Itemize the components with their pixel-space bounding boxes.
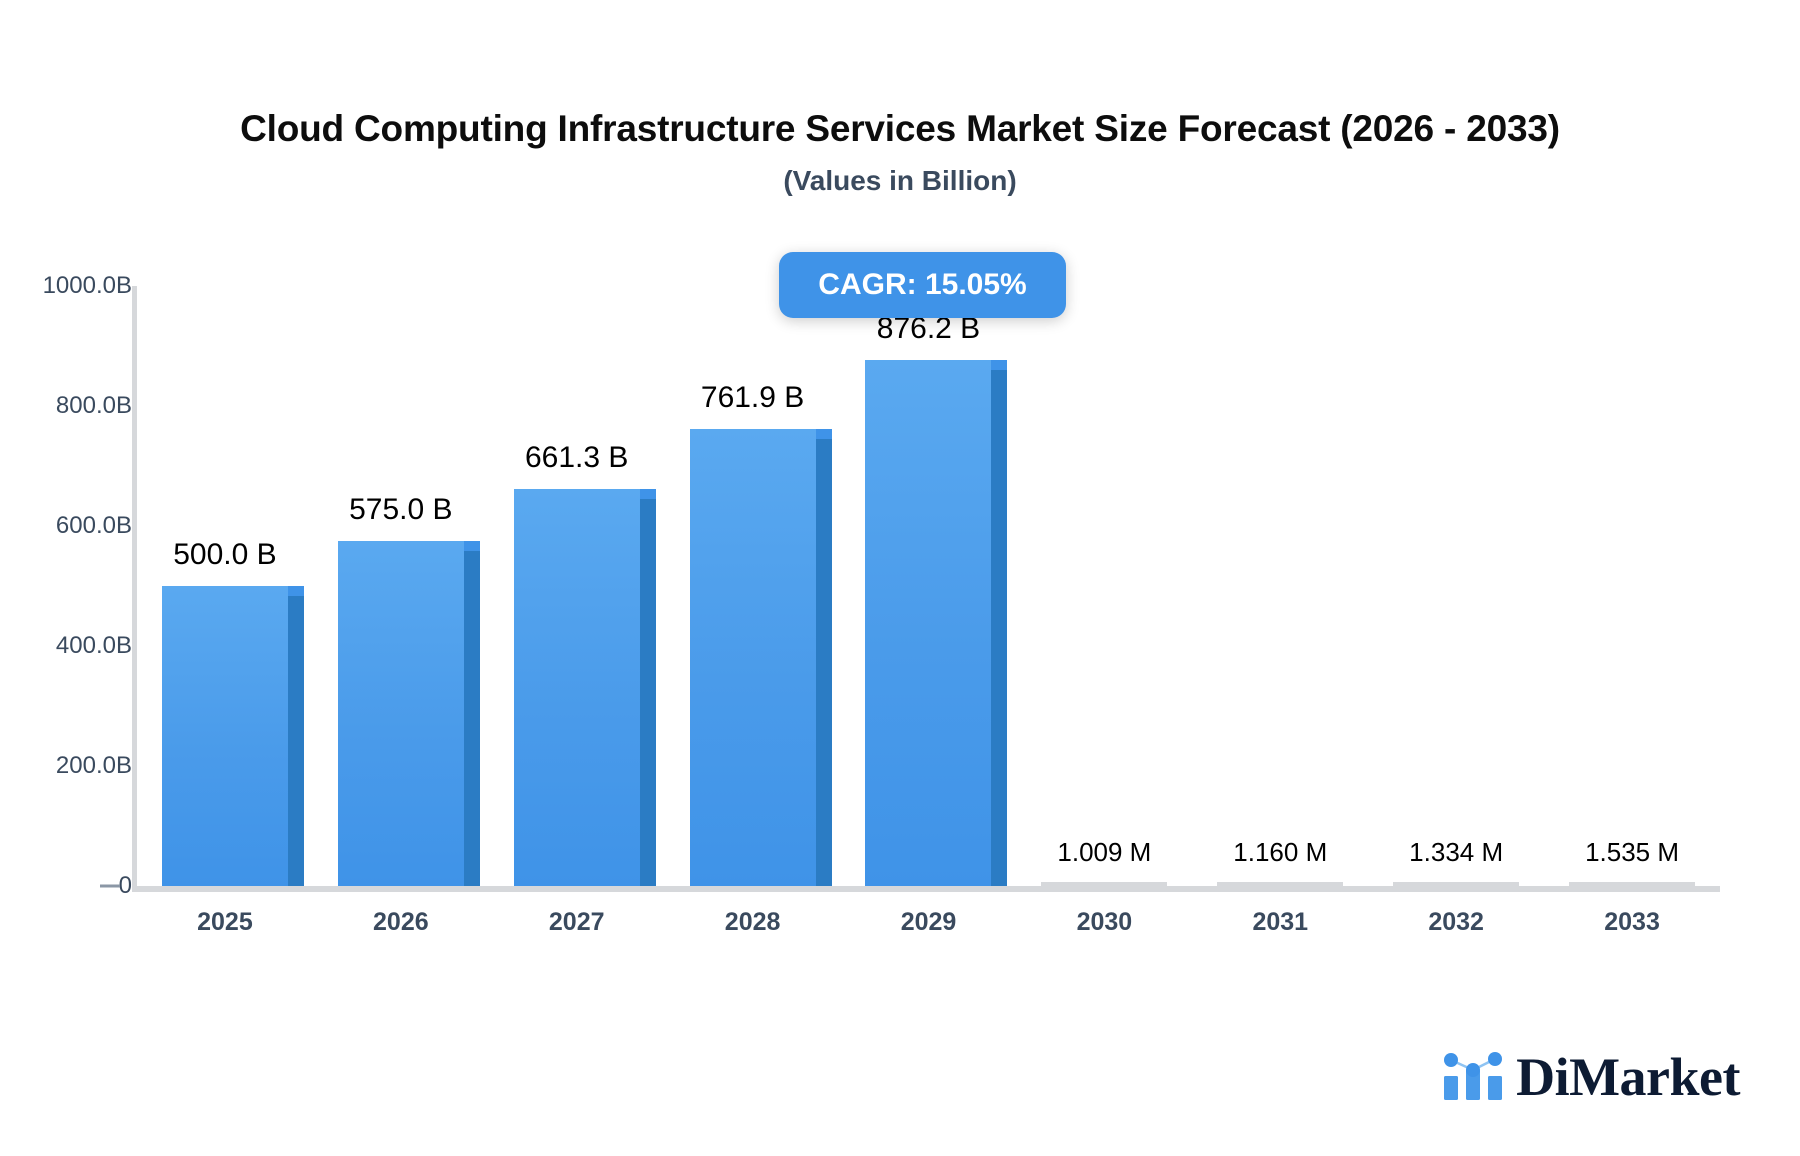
bar-front-face	[1041, 882, 1168, 886]
x-axis-tick-label: 2031	[1252, 908, 1309, 936]
y-axis-tick-label: 200.0B	[55, 752, 132, 779]
bar-slot: 661.3 B	[489, 286, 665, 886]
bar-front-face	[337, 541, 464, 886]
bar[interactable]	[865, 360, 1008, 886]
bar-top-face	[815, 428, 832, 439]
bar-top-face	[991, 360, 1008, 371]
bar-value-label: 500.0 B	[173, 538, 277, 571]
bar-slot: 1.009 M	[1016, 286, 1192, 886]
bar[interactable]	[1569, 882, 1696, 886]
x-axis-tick-label: 2026	[373, 908, 429, 936]
chart-title: Cloud Computing Infrastructure Services …	[240, 108, 1560, 149]
bar-side-face	[991, 370, 1008, 886]
bar-top-face	[463, 541, 480, 551]
bar-front-face	[513, 489, 640, 886]
plot-area: 1000.0B 800.0B 600.0B 400.0B 200.0B 0 500.0 B…	[43, 272, 1720, 899]
bar[interactable]	[689, 428, 832, 886]
bar-top-face	[639, 489, 656, 500]
bar-slot: 876.2 B	[841, 286, 1017, 886]
brand-logo: DiMarket	[1442, 1046, 1740, 1108]
bar-slot: 1.535 M	[1544, 286, 1720, 886]
bar-value-label: 761.9 B	[700, 380, 805, 414]
bar-front-face	[1393, 882, 1520, 886]
x-axis-tick-label: 2029	[900, 908, 957, 936]
y-axis-tick-label: 800.0B	[55, 392, 132, 419]
bar[interactable]	[1393, 882, 1520, 886]
bar[interactable]	[1217, 882, 1344, 886]
x-axis-line	[132, 886, 1720, 892]
bar-front-face	[1569, 882, 1696, 886]
bar[interactable]	[513, 489, 656, 886]
bar-value-label: 661.3 B	[524, 441, 629, 475]
bar-value-label: 1.160 M	[1233, 837, 1328, 867]
bar[interactable]	[161, 586, 304, 886]
x-axis-tick-label: 2028	[724, 908, 781, 936]
y-axis-tick-label: 600.0B	[55, 512, 132, 539]
bar-side-face	[287, 596, 304, 886]
bar-side-face	[463, 551, 480, 886]
bar-value-label: 1.334 M	[1409, 837, 1504, 867]
bar-side-face	[639, 499, 656, 886]
bar-side-face	[815, 438, 832, 886]
x-axis-tick-label: 2032	[1428, 908, 1484, 936]
bar-front-face	[1217, 882, 1344, 886]
bar-front-face	[865, 360, 992, 886]
bar-slot: 1.160 M	[1192, 286, 1368, 886]
bar-value-label: 575.0 B	[349, 493, 453, 526]
bar-slot: 500.0 B	[137, 286, 313, 886]
bar-slot: 761.9 B	[665, 286, 841, 886]
y-axis-tick-mark	[100, 884, 120, 888]
bar-front-face	[161, 586, 288, 886]
bar-top-face	[287, 586, 304, 596]
bar-slot: 575.0 B	[313, 286, 489, 886]
y-axis-line	[132, 286, 137, 886]
bar[interactable]	[1041, 882, 1168, 886]
y-axis-tick-label: 400.0B	[55, 632, 132, 659]
cagr-badge: CAGR: 15.05%	[779, 252, 1066, 318]
x-axis-tick-label: 2033	[1604, 908, 1660, 936]
x-axis-tick-label: 2030	[1076, 908, 1133, 936]
bar-value-label: 1.009 M	[1057, 837, 1152, 867]
y-axis-tick-label: 1000.0B	[42, 272, 132, 299]
bar-series: 500.0 B 575.0 B 661.3 B 761.9 B 876.2 B 1.009…	[137, 286, 1720, 886]
bar-front-face	[689, 428, 816, 886]
bar[interactable]	[337, 541, 480, 886]
y-axis-tick-label: 0	[118, 872, 132, 899]
x-axis-tick-label: 2027	[548, 908, 605, 936]
logo-wordmark: DiMarket	[1516, 1047, 1740, 1107]
x-axis-tick-label: 2025	[197, 908, 253, 936]
chart-subtitle: (Values in Billion)	[783, 165, 1017, 196]
bar-slot: 1.334 M	[1368, 286, 1544, 886]
bar-chart-logo-icon	[1442, 1049, 1504, 1106]
bar-value-label: 1.535 M	[1585, 837, 1680, 867]
